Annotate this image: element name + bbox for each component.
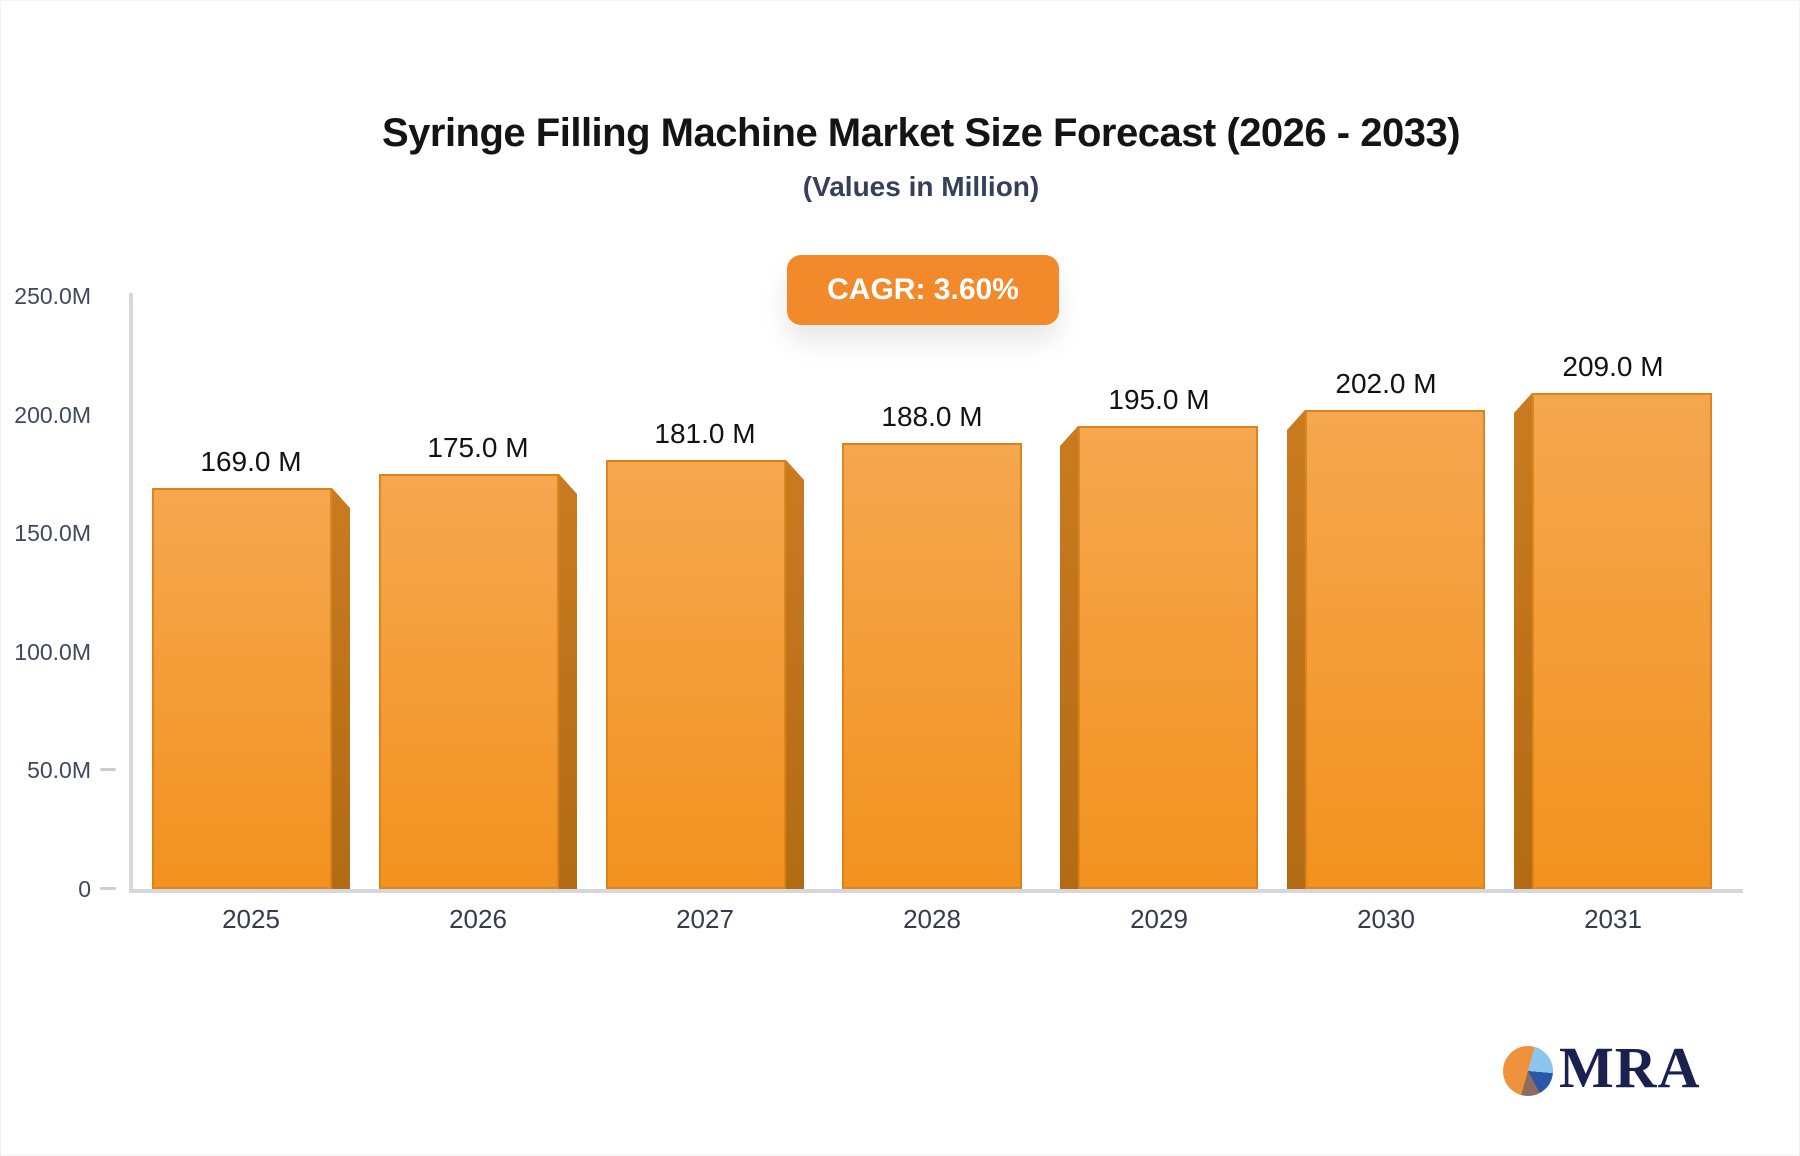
x-axis-label-2027: 2027 [676, 904, 734, 934]
bar-value-label-2031: 209.0 M [1562, 351, 1664, 382]
bar-2031[interactable] [1532, 393, 1712, 889]
bar-side-shadow-2030 [1287, 410, 1305, 889]
bar-side-shadow-2026 [559, 474, 577, 889]
logo-text: MRA [1559, 1035, 1701, 1100]
x-axis-line [129, 889, 1743, 893]
bar-value-label-2025: 169.0 M [200, 446, 302, 477]
bar-value-label-2030: 202.0 M [1335, 368, 1437, 399]
y-axis-label-0: 0 [78, 876, 91, 902]
bar-value-label-2029: 195.0 M [1108, 384, 1210, 415]
x-axis-label-2029: 2029 [1130, 904, 1188, 934]
x-axis-label-2025: 2025 [222, 904, 280, 934]
bar-value-label-2027: 181.0 M [654, 418, 756, 449]
bar-2027[interactable] [606, 460, 786, 889]
bar-value-label-2026: 175.0 M [427, 432, 529, 463]
y-axis-label-100: 100.0M [14, 638, 91, 665]
bar-value-label-2028: 188.0 M [881, 401, 983, 432]
y-axis-tick [100, 768, 116, 772]
cagr-badge-label: CAGR: 3.60% [827, 273, 1019, 306]
x-axis-label-2026: 2026 [449, 904, 507, 934]
bar-side-shadow-2031 [1514, 393, 1532, 889]
bar-2029[interactable] [1078, 426, 1258, 889]
y-axis-label-250: 250.0M [14, 283, 91, 309]
bar-2030[interactable] [1305, 410, 1485, 889]
x-axis-label-2030: 2030 [1357, 904, 1415, 934]
y-axis-tick [100, 887, 116, 890]
y-axis-label-50: 50.0M [27, 757, 91, 784]
y-axis-line [129, 293, 133, 893]
pie-chart-icon [1503, 1046, 1553, 1096]
y-axis-label-150: 150.0M [14, 520, 91, 547]
bar-side-shadow-2027 [786, 460, 804, 889]
chart-subtitle: (Values in Million) [802, 171, 1040, 202]
mra-logo: MRA [1503, 1039, 1701, 1097]
bar-side-shadow-2029 [1060, 426, 1078, 889]
bar-side-shadow-2025 [332, 488, 350, 889]
x-axis-label-2031: 2031 [1584, 904, 1642, 934]
bar-2028[interactable] [842, 443, 1022, 889]
x-axis-label-2028: 2028 [903, 904, 961, 934]
bar-2025[interactable] [152, 488, 332, 889]
chart-title: Syringe Filling Machine Market Size Fore… [381, 111, 1461, 155]
cagr-badge: CAGR: 3.60% [787, 255, 1059, 325]
y-axis-label-200: 200.0M [14, 401, 91, 428]
bar-2026[interactable] [379, 474, 559, 889]
